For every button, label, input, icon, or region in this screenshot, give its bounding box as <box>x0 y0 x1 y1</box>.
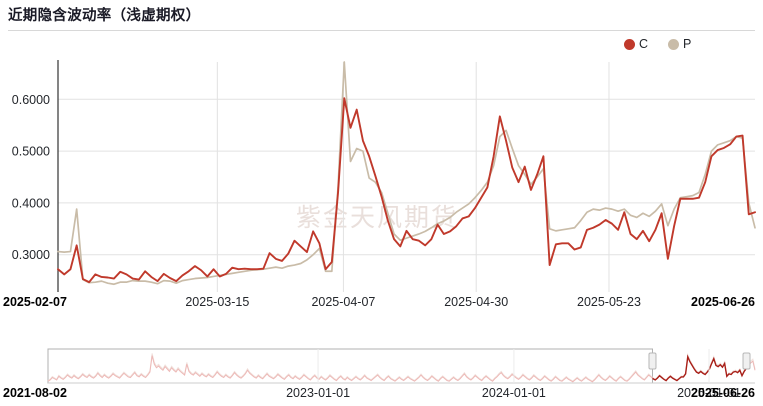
navigator-handle-right[interactable] <box>742 352 751 370</box>
navigator-tick-label: 2023-01-01 <box>286 386 350 400</box>
series-line-c <box>57 97 756 284</box>
navigator-frame <box>47 348 653 384</box>
navigator-tick-label: 2025-06-26 <box>691 386 755 400</box>
legend-item-c[interactable]: C <box>624 38 648 51</box>
navigator-tick-label: 2021-08-02 <box>3 386 67 400</box>
legend-label-p: P <box>683 37 692 51</box>
navigator-handle-left[interactable] <box>648 352 657 370</box>
navigator-tick-label: 2024-01-01 <box>482 386 546 400</box>
x-axis-tick-label: 2025-02-07 <box>3 295 67 309</box>
navigator-series-c <box>47 355 756 383</box>
legend-swatch-c <box>624 38 635 50</box>
watermark: 紫金天风期货 <box>296 203 459 232</box>
navigator-selection-band[interactable] <box>652 352 746 383</box>
legend-label-c: C <box>639 37 649 51</box>
page-title: 近期隐含波动率（浅虚期权） <box>8 8 201 24</box>
x-axis-tick-label: 2025-06-26 <box>691 295 755 309</box>
title-divider <box>8 30 755 31</box>
y-axis-tick-label: 0.3000 <box>12 248 50 262</box>
x-axis-tick-label: 2025-04-07 <box>311 295 375 309</box>
x-axis-tick-label: 2025-04-30 <box>444 295 508 309</box>
y-axis-tick-label: 0.4000 <box>12 196 50 210</box>
y-axis-tick-label: 0.5000 <box>12 145 50 159</box>
x-axis-tick-label: 2025-05-23 <box>577 295 641 309</box>
x-axis-tick-label: 2025-03-15 <box>185 295 249 309</box>
series-line-p <box>57 61 756 286</box>
chart-legend: C P <box>624 38 691 51</box>
y-axis-tick-label: 0.6000 <box>12 93 50 107</box>
legend-item-p[interactable]: P <box>668 38 691 51</box>
navigator-series-p <box>47 352 756 382</box>
navigator-tick-label: 2025-01-01 <box>677 386 741 400</box>
legend-swatch-p <box>668 38 680 50</box>
